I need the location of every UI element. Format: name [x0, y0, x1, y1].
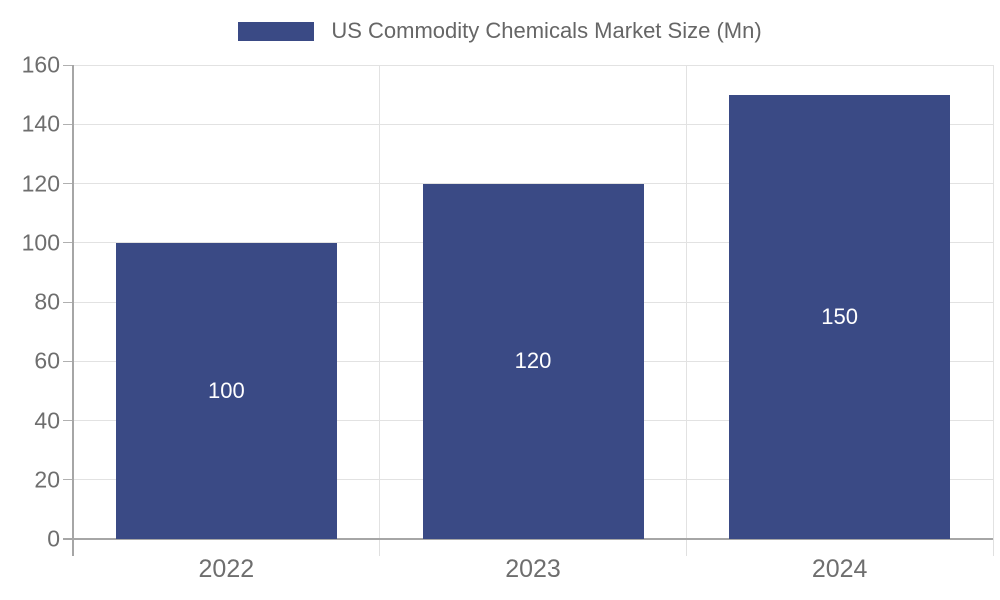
plot-area: 0 20 40 60 80 100 120 140 160 100 2022 120 2023 150 20… — [22, 53, 994, 582]
x-axis-tick — [685, 539, 687, 556]
y-axis-tick — [63, 301, 73, 303]
series-color-swatch-icon — [238, 21, 315, 41]
y-axis-tick — [63, 242, 73, 244]
y-axis-tick — [63, 420, 73, 421]
bar-value-label: 150 — [821, 303, 859, 329]
bar-value-label: 120 — [514, 348, 552, 374]
bar-2023 — [422, 183, 644, 539]
y-axis-tick-label: 80 — [34, 288, 60, 315]
x-gridline — [379, 65, 381, 539]
legend-series-label: US Commodity Chemicals Market Size (Mn) — [331, 18, 762, 43]
y-axis-tick-label: 100 — [21, 229, 60, 256]
x-gridline — [992, 65, 994, 539]
bar-2022 — [115, 242, 337, 539]
legend: US Commodity Chemicals Market Size (Mn) — [0, 18, 1000, 44]
x-axis-tick — [992, 539, 994, 556]
y-axis-tick — [63, 123, 73, 125]
y-axis-tick-label: 0 — [47, 525, 60, 552]
y-axis-tick-label: 140 — [21, 110, 60, 137]
y-axis-line — [72, 65, 74, 556]
y-axis-tick — [63, 64, 73, 66]
bar-2024 — [729, 94, 951, 539]
y-gridline — [73, 64, 993, 66]
y-axis-tick-label: 20 — [34, 466, 60, 493]
y-axis-tick-label: 40 — [34, 407, 60, 433]
x-axis-tick-label: 2022 — [198, 555, 255, 583]
y-axis-tick-label: 160 — [21, 51, 60, 78]
x-axis-line — [63, 538, 993, 540]
x-gridline — [685, 65, 687, 539]
x-axis-tick-label: 2024 — [811, 555, 868, 583]
y-gridline — [73, 123, 993, 125]
y-axis-tick-label: 120 — [21, 170, 60, 196]
y-axis-tick — [63, 360, 73, 362]
y-axis-tick — [63, 479, 73, 481]
y-axis-tick — [63, 183, 73, 184]
x-axis-tick-label: 2023 — [505, 555, 561, 583]
y-axis-tick-label: 60 — [34, 347, 60, 374]
legend-item[interactable]: US Commodity Chemicals Market Size (Mn) — [238, 18, 762, 44]
x-axis-tick — [379, 539, 381, 556]
bar-value-label: 100 — [207, 377, 245, 403]
